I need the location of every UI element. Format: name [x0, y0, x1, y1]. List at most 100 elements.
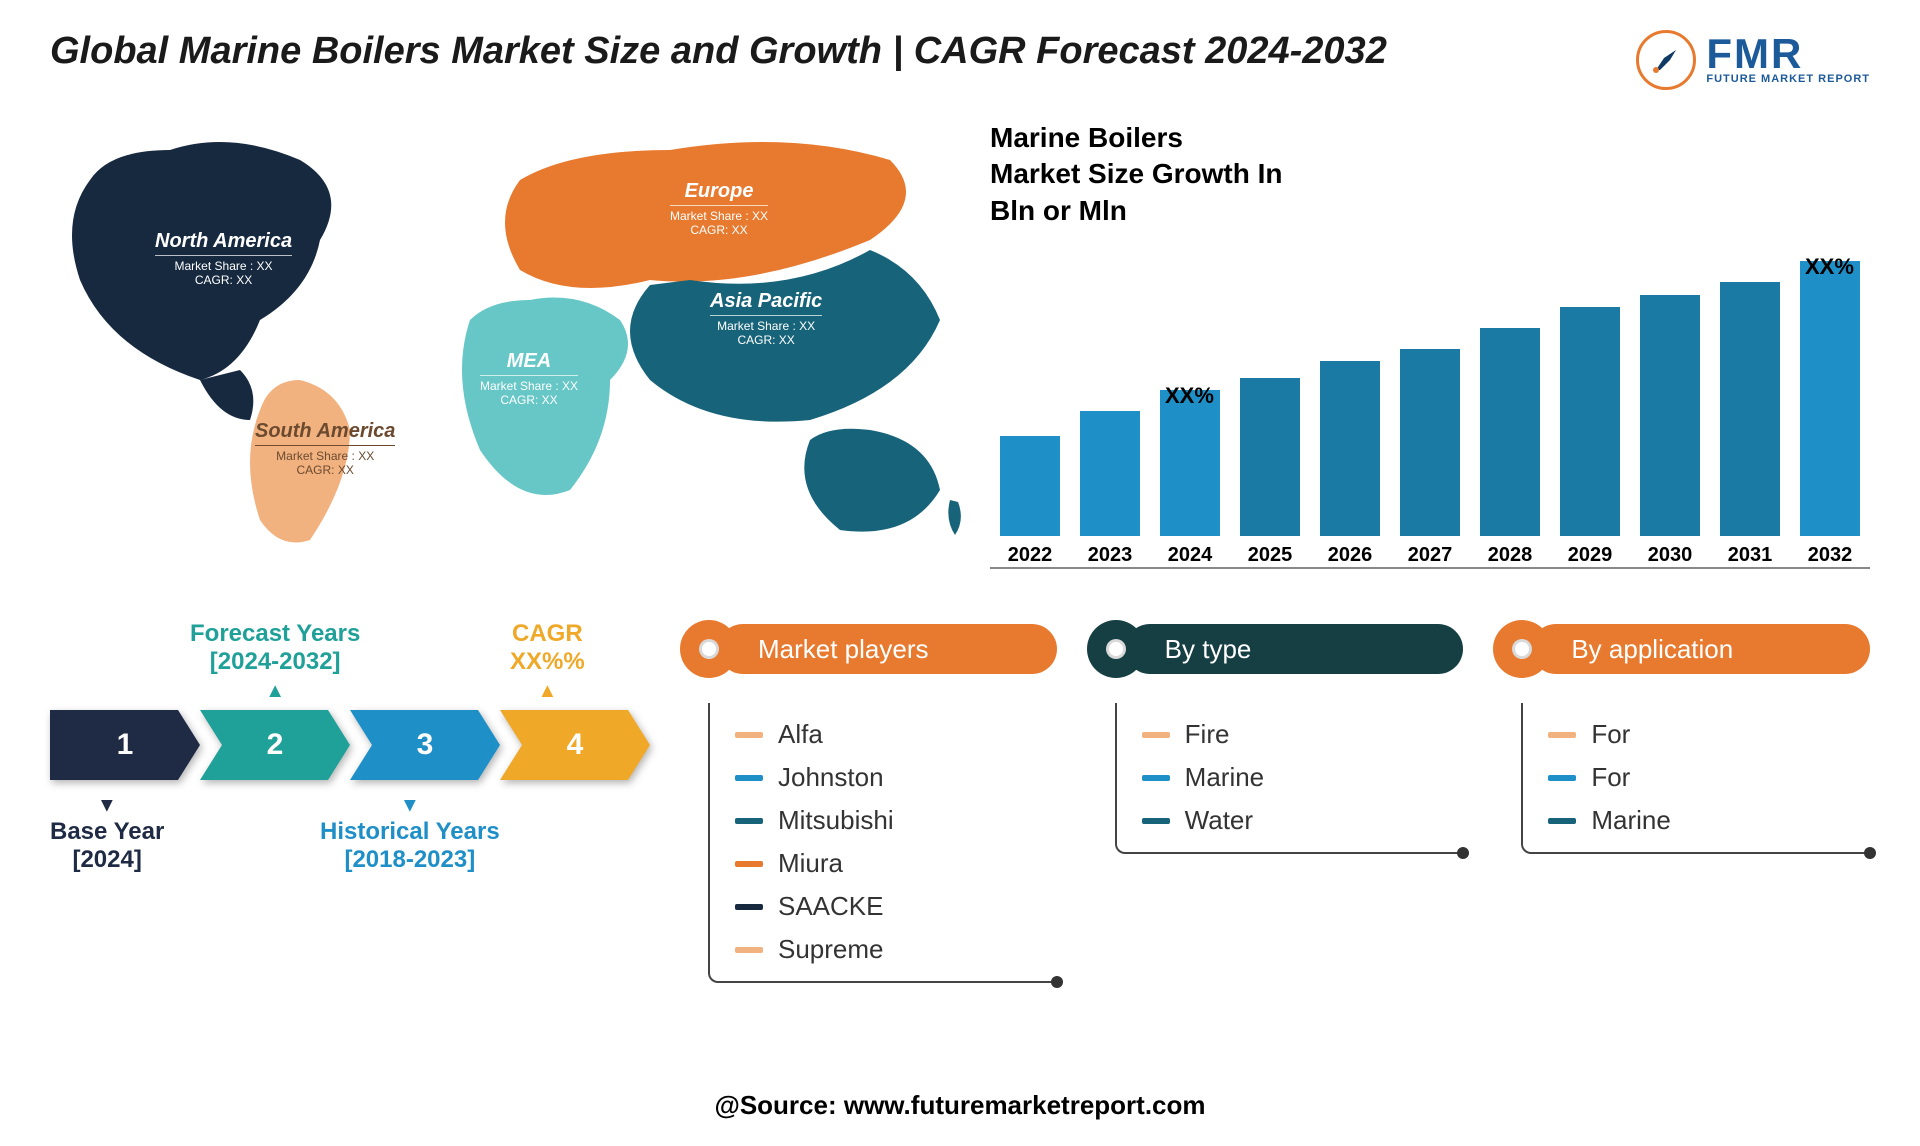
list-item: Miura — [735, 842, 1057, 885]
growth-bar-chart: Marine Boilers Market Size Growth In Bln… — [990, 120, 1870, 580]
chart-title-line: Bln or Mln — [990, 195, 1127, 226]
bottom-row: Forecast Years [2024-2032] ▲ CAGR XX%% ▲… — [50, 620, 1870, 983]
region-share: Market Share : XX — [255, 449, 395, 463]
list-item-label: Water — [1185, 805, 1253, 836]
dash-icon — [1548, 775, 1576, 781]
bar-wrap: 2032 — [1795, 261, 1865, 567]
list-item-label: Alfa — [778, 719, 823, 750]
page-title: Global Marine Boilers Market Size and Gr… — [50, 30, 1387, 73]
bar-annotation: XX% — [1805, 254, 1854, 280]
region-name: Europe — [670, 180, 768, 206]
timeline-step: 4 — [500, 710, 650, 780]
dash-icon — [735, 732, 763, 738]
list-item: For — [1548, 756, 1870, 799]
bar — [1320, 361, 1380, 536]
list-item: Water — [1142, 799, 1464, 842]
dash-icon — [1548, 818, 1576, 824]
source-text: @Source: www.futuremarketreport.com — [714, 1090, 1205, 1121]
dash-icon — [1142, 818, 1170, 824]
market-players-section: Market players Alfa Johnston Mitsubishi Miu… — [680, 620, 1057, 983]
list-item-label: Marine — [1591, 805, 1670, 836]
label-text: CAGR — [512, 620, 583, 647]
bar — [1080, 411, 1140, 536]
south-america-label: South America Market Share : XX CAGR: XX — [255, 420, 395, 477]
timeline-steps: 1234 — [50, 710, 650, 780]
label-range: XX%% — [510, 648, 585, 675]
bar-year-label: 2029 — [1568, 544, 1613, 567]
list-item: SAACKE — [735, 885, 1057, 928]
region-cagr: CAGR: XX — [480, 393, 578, 407]
list-item-label: Johnston — [778, 762, 884, 793]
by-type-section: By type Fire Marine Water — [1087, 620, 1464, 854]
region-cagr: CAGR: XX — [670, 223, 768, 237]
region-share: Market Share : XX — [710, 319, 822, 333]
dash-icon — [1142, 732, 1170, 738]
list-item-label: Fire — [1185, 719, 1230, 750]
bar-year-label: 2032 — [1808, 544, 1853, 567]
timeline-bottom-labels: ▲ Base Year [2024] ▲ Historical Years [2… — [50, 790, 650, 880]
bar-year-label: 2026 — [1328, 544, 1373, 567]
timeline-box: Forecast Years [2024-2032] ▲ CAGR XX%% ▲… — [50, 620, 650, 880]
list-item: Mitsubishi — [735, 799, 1057, 842]
telescope-icon — [1636, 30, 1696, 90]
bar-year-label: 2028 — [1488, 544, 1533, 567]
dash-icon — [1142, 775, 1170, 781]
pill-list: For For Marine — [1521, 703, 1870, 854]
bar-wrap: 2025 — [1235, 378, 1305, 567]
pill-header: Market players — [680, 620, 1057, 678]
list-item: Supreme — [735, 928, 1057, 971]
bar — [1560, 307, 1620, 536]
pill-label: By type — [1125, 624, 1464, 674]
bars-container: 2022202320242025202620272028202920302031… — [990, 239, 1870, 569]
list-item: Fire — [1142, 713, 1464, 756]
list-item: For — [1548, 713, 1870, 756]
main-row: North America Market Share : XX CAGR: XX… — [50, 120, 1870, 580]
region-name: MEA — [480, 350, 578, 376]
forecast-label: Forecast Years [2024-2032] ▲ — [190, 620, 360, 704]
bar — [1240, 378, 1300, 536]
label-range: [2024-2032] — [210, 648, 341, 675]
timeline-step: 3 — [350, 710, 500, 780]
bar-wrap: 2022 — [995, 436, 1065, 567]
chart-title-line: Marine Boilers — [990, 122, 1183, 153]
region-name: North America — [155, 230, 292, 256]
bar-wrap: 2026 — [1315, 361, 1385, 567]
label-text: Base Year — [50, 818, 164, 845]
triangle-down-icon: ▲ — [537, 680, 557, 702]
bar-year-label: 2022 — [1008, 544, 1053, 567]
dash-icon — [735, 947, 763, 953]
bar-annotation: XX% — [1165, 383, 1214, 409]
dash-icon — [1548, 732, 1576, 738]
dot-icon — [1493, 620, 1551, 678]
bar-wrap: 2027 — [1395, 349, 1465, 568]
bar — [1800, 261, 1860, 536]
region-name: South America — [255, 420, 395, 446]
region-share: Market Share : XX — [480, 379, 578, 393]
bar-year-label: 2027 — [1408, 544, 1453, 567]
dot-icon — [1087, 620, 1145, 678]
bar-wrap: 2030 — [1635, 295, 1705, 568]
region-share: Market Share : XX — [670, 209, 768, 223]
dot-icon — [680, 620, 738, 678]
list-item-label: SAACKE — [778, 891, 884, 922]
region-share: Market Share : XX — [155, 259, 292, 273]
cagr-label: CAGR XX%% ▲ — [510, 620, 585, 704]
list-item-label: For — [1591, 719, 1630, 750]
bar-year-label: 2030 — [1648, 544, 1693, 567]
list-item-label: Marine — [1185, 762, 1264, 793]
asia-pacific-label: Asia Pacific Market Share : XX CAGR: XX — [710, 290, 822, 347]
base-year-label: ▲ Base Year [2024] — [50, 790, 164, 874]
bar-year-label: 2025 — [1248, 544, 1293, 567]
list-item-label: Mitsubishi — [778, 805, 894, 836]
by-application-section: By application For For Marine — [1493, 620, 1870, 854]
bar-year-label: 2031 — [1728, 544, 1773, 567]
timeline-step: 1 — [50, 710, 200, 780]
chart-title: Marine Boilers Market Size Growth In Bln… — [990, 120, 1870, 229]
bar — [1480, 328, 1540, 536]
north-america-label: North America Market Share : XX CAGR: XX — [155, 230, 292, 287]
logo-subtitle: FUTURE MARKET REPORT — [1706, 73, 1870, 85]
pill-header: By application — [1493, 620, 1870, 678]
bar — [1400, 349, 1460, 537]
bar — [1640, 295, 1700, 537]
bar-year-label: 2023 — [1088, 544, 1133, 567]
